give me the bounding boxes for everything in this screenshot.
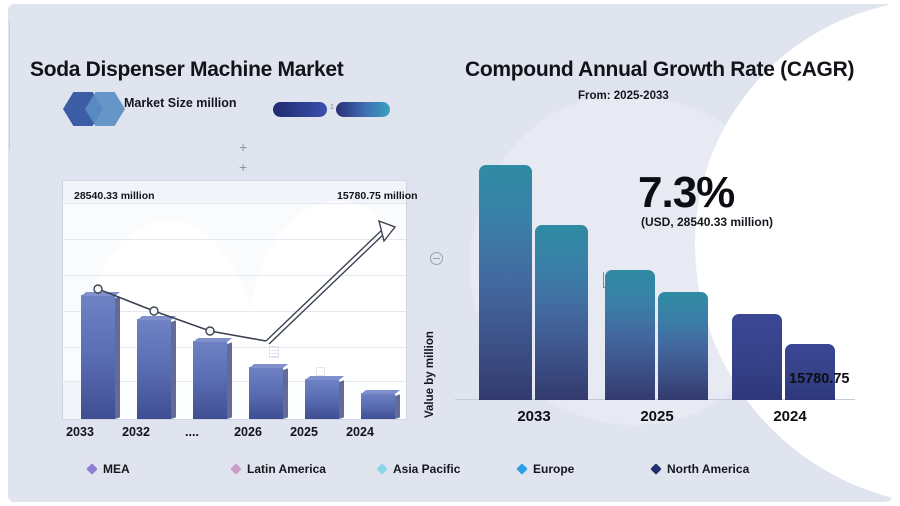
region-legend: MEA Latin America Asia Pacific Europe No… — [0, 462, 900, 488]
x-label-2026: 2026 — [234, 425, 262, 439]
trend-line-overlay — [93, 219, 397, 345]
legend-marker-mea-icon — [86, 463, 98, 475]
bar-2033 — [81, 295, 115, 419]
hexagon-logo-icon — [63, 92, 125, 126]
grid-line — [63, 203, 406, 204]
bar-2026 — [249, 367, 283, 419]
x-label-2032: 2032 — [122, 425, 150, 439]
trend-marker — [149, 306, 159, 316]
left-edge-divider — [9, 20, 10, 150]
gradient-pill-right — [336, 102, 390, 117]
bar-2025 — [305, 379, 339, 419]
legend-item-asia-pacific[interactable]: Asia Pacific — [376, 462, 461, 476]
market-size-legend-label: Market Size million — [124, 96, 237, 110]
legend-label-mea: MEA — [103, 462, 130, 476]
legend-item-europe[interactable]: Europe — [516, 462, 575, 476]
rx-label-2033: 2033 — [517, 408, 551, 425]
legend-item-north-america[interactable]: North America — [650, 462, 750, 476]
right-chart-title: Compound Annual Growth Rate (CAGR) — [465, 58, 855, 81]
left-chart-title: Soda Dispenser Machine Market — [30, 58, 344, 81]
right-chart-subtitle: From: 2025-2033 — [578, 90, 669, 102]
trend-line — [97, 288, 267, 342]
left-value-low-label: 15780.75 million — [337, 190, 418, 202]
ghost-glyph-icon — [269, 346, 279, 358]
rbar-2024-primary — [732, 314, 782, 400]
trend-marker — [205, 326, 215, 336]
rbar-2033-secondary — [535, 225, 588, 400]
minus-circle-icon — [430, 252, 443, 265]
plus-icon-2: + — [239, 159, 248, 175]
legend-item-mea[interactable]: MEA — [86, 462, 130, 476]
grid-line — [63, 311, 406, 312]
plus-icon-1: + — [239, 139, 248, 155]
rbar-2025-primary — [605, 270, 655, 400]
grid-line — [63, 381, 406, 382]
rbar-2024-secondary — [785, 344, 835, 400]
gradient-pill-left — [273, 102, 327, 117]
plot-band — [63, 181, 406, 203]
trend-marker — [93, 284, 103, 294]
x-label-2025: 2025 — [290, 425, 318, 439]
legend-marker-latin-america-icon — [230, 463, 242, 475]
rx-label-2025: 2025 — [640, 408, 674, 425]
right-baseline — [455, 399, 855, 400]
legend-label-asia-pacific: Asia Pacific — [393, 462, 461, 476]
grid-line — [63, 239, 406, 240]
growth-arrow-icon — [265, 219, 397, 345]
cagr-note: (USD, 28540.33 million) — [641, 215, 774, 229]
legend-label-latin-america: Latin America — [247, 462, 326, 476]
left-plot-area — [62, 180, 407, 420]
bar-2032 — [137, 319, 171, 419]
rbar-2025-secondary — [658, 292, 708, 400]
value-axis-label: Value by million — [424, 331, 436, 418]
bar-ellipsis — [193, 341, 227, 419]
legend-marker-north-america-icon — [650, 463, 662, 475]
legend-label-europe: Europe — [533, 462, 575, 476]
bar-2024 — [361, 393, 395, 419]
cagr-value: 7.3% — [638, 168, 735, 217]
x-label-ellipsis: .... — [185, 425, 199, 439]
rbar-2033-primary — [479, 165, 532, 400]
rx-label-2024: 2024 — [773, 408, 807, 425]
right-bar-value-label: 15780.75 — [789, 371, 850, 387]
legend-marker-asia-pacific-icon — [376, 463, 388, 475]
grid-line — [63, 347, 406, 348]
x-label-2033: 2033 — [66, 425, 94, 439]
pill-separator-label: 1 — [330, 104, 334, 111]
legend-marker-europe-icon — [516, 463, 528, 475]
grid-line — [63, 275, 406, 276]
left-value-high-label: 28540.33 million — [74, 190, 155, 202]
legend-item-latin-america[interactable]: Latin America — [230, 462, 326, 476]
right-plot-area: 2033 2025 2024 — [455, 150, 875, 425]
legend-label-north-america: North America — [667, 462, 750, 476]
x-label-2024: 2024 — [346, 425, 374, 439]
